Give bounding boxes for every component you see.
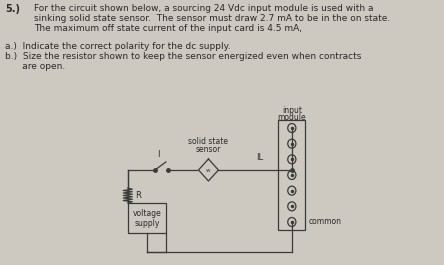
Text: I: I xyxy=(157,150,160,159)
Text: The maximum off state current of the input card is 4.5 mA,: The maximum off state current of the inp… xyxy=(35,24,302,33)
Text: 5.): 5.) xyxy=(5,4,20,14)
Text: IL: IL xyxy=(256,153,263,162)
Text: input: input xyxy=(282,106,302,115)
Text: module: module xyxy=(278,113,306,122)
Text: R: R xyxy=(135,191,141,200)
Text: For the circuit shown below, a sourcing 24 Vdc input module is used with a: For the circuit shown below, a sourcing … xyxy=(35,4,374,13)
Text: common: common xyxy=(308,218,341,227)
Text: are open.: are open. xyxy=(5,62,66,71)
Text: a.)  Indicate the correct polarity for the dc supply.: a.) Indicate the correct polarity for th… xyxy=(5,42,231,51)
Text: solid state: solid state xyxy=(188,137,229,146)
Text: b.)  Size the resistor shown to keep the sensor energized even when contracts: b.) Size the resistor shown to keep the … xyxy=(5,52,362,61)
Bar xyxy=(278,120,305,230)
Text: voltage: voltage xyxy=(132,210,161,219)
Text: sensor: sensor xyxy=(196,145,221,154)
Text: w: w xyxy=(206,167,211,173)
Text: sinking solid state sensor.  The sensor must draw 2.7 mA to be in the on state.: sinking solid state sensor. The sensor m… xyxy=(35,14,391,23)
Bar xyxy=(128,203,166,233)
Text: supply: supply xyxy=(134,219,159,227)
